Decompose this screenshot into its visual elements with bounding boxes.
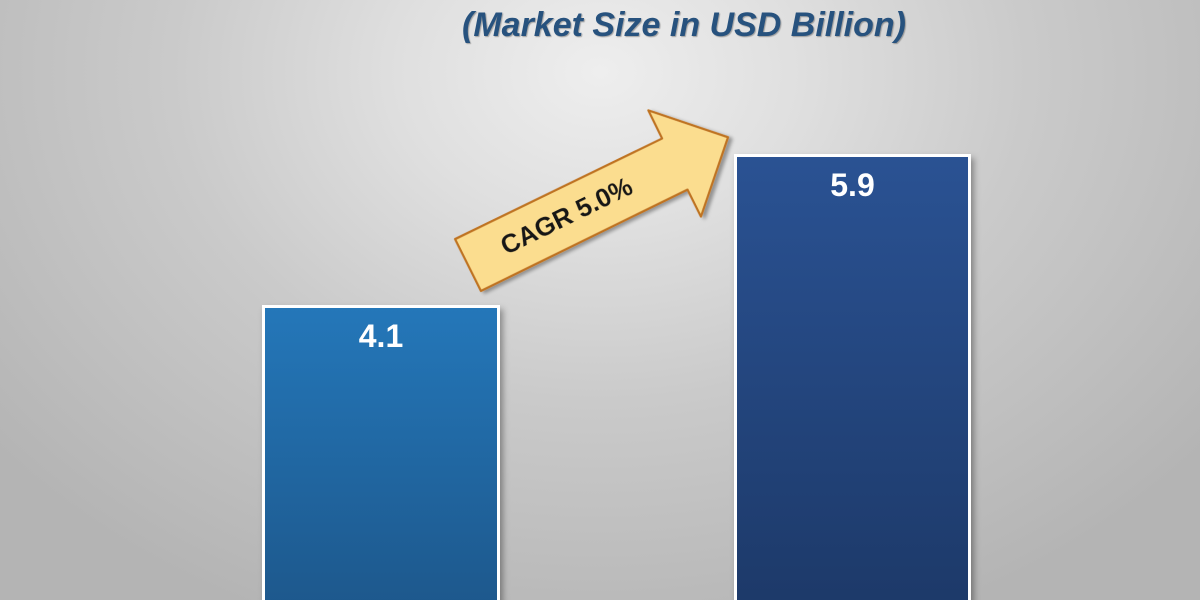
- svg-text:CAGR 5.0%: CAGR 5.0%: [496, 171, 638, 261]
